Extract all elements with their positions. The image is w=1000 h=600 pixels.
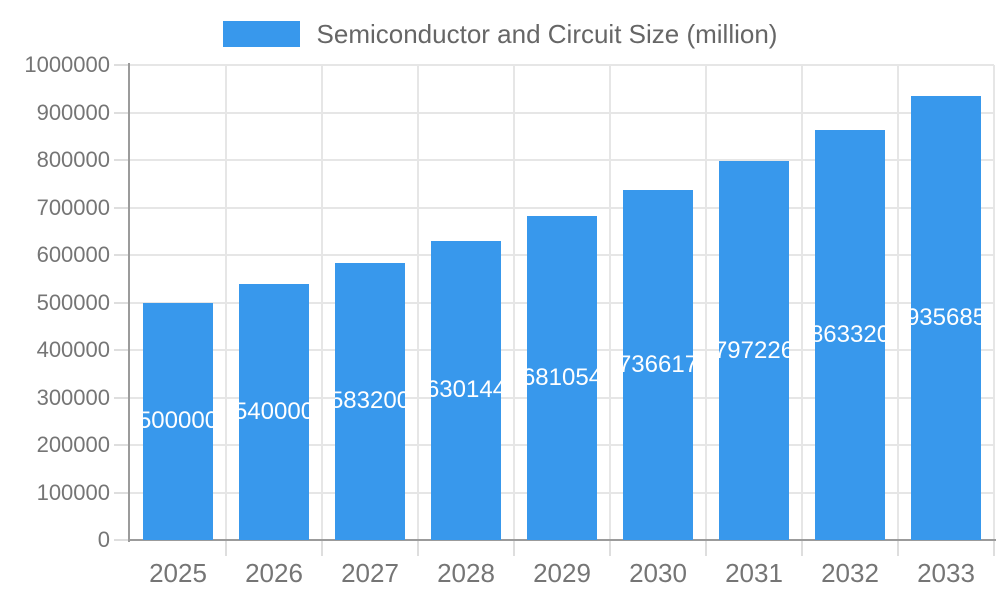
y-axis-label: 0 xyxy=(97,527,110,552)
x-axis-tick xyxy=(993,541,995,556)
v-gridline xyxy=(705,65,707,540)
bar-value-label: 797226 xyxy=(719,336,789,364)
legend-swatch xyxy=(222,21,300,47)
chart-legend[interactable]: Semiconductor and Circuit Size (million) xyxy=(0,16,1000,52)
x-axis-tick xyxy=(225,541,227,556)
x-axis-tick xyxy=(609,541,611,556)
y-axis-tick xyxy=(114,254,128,256)
x-axis-tick xyxy=(321,541,323,556)
x-axis-label: 2032 xyxy=(821,558,879,588)
y-axis-tick xyxy=(114,111,128,114)
x-axis-tick xyxy=(801,541,803,556)
x-axis-label: 2028 xyxy=(437,558,495,588)
x-axis-label: 2027 xyxy=(341,558,399,588)
x-axis-label: 2029 xyxy=(533,558,591,588)
y-axis-tick xyxy=(114,349,128,351)
y-axis-tick xyxy=(114,159,128,161)
bar-2027[interactable]: 583200 xyxy=(335,262,405,540)
x-axis-tick xyxy=(513,541,515,556)
x-axis-line xyxy=(128,539,996,541)
y-axis-label: 800000 xyxy=(36,147,110,172)
y-axis-label: 700000 xyxy=(36,194,110,220)
bar-value-label: 500000 xyxy=(143,407,213,435)
bar-value-label: 736617 xyxy=(623,351,693,379)
x-axis-tick xyxy=(897,541,899,556)
h-gridline xyxy=(130,159,994,161)
h-gridline xyxy=(130,111,994,114)
bar-2033[interactable]: 935685 xyxy=(911,95,981,540)
x-axis-tick xyxy=(705,541,707,556)
y-axis-line xyxy=(128,63,130,542)
y-axis-label: 1000000 xyxy=(24,52,110,77)
v-gridline xyxy=(513,65,515,540)
x-axis-tick xyxy=(417,541,419,556)
bar-value-label: 583200 xyxy=(335,387,405,415)
h-gridline xyxy=(130,64,994,66)
y-axis-tick xyxy=(114,491,128,494)
bar-2030[interactable]: 736617 xyxy=(623,190,693,540)
bar-2029[interactable]: 681054 xyxy=(527,216,597,540)
v-gridline xyxy=(897,65,899,540)
x-axis-label: 2025 xyxy=(149,558,207,588)
x-axis-label: 2026 xyxy=(245,558,303,588)
y-axis-label: 600000 xyxy=(36,242,110,267)
y-axis-tick xyxy=(114,444,128,446)
bar-2026[interactable]: 540000 xyxy=(239,283,309,540)
bar-2028[interactable]: 630144 xyxy=(431,240,501,540)
bar-2032[interactable]: 863320 xyxy=(815,129,885,540)
v-gridline xyxy=(225,65,227,540)
v-gridline xyxy=(993,65,995,540)
y-axis-tick xyxy=(114,539,128,541)
bar-2025[interactable]: 500000 xyxy=(143,302,213,540)
y-axis-label: 900000 xyxy=(36,99,110,125)
x-axis-label: 2033 xyxy=(917,558,975,588)
y-axis-label: 400000 xyxy=(36,337,110,362)
bar-value-label: 935685 xyxy=(911,303,981,331)
v-gridline xyxy=(321,65,323,540)
bar-value-label: 681054 xyxy=(527,364,597,392)
v-gridline xyxy=(417,65,419,540)
bar-value-label: 540000 xyxy=(239,397,309,425)
y-axis-tick xyxy=(114,64,128,66)
x-axis-label: 2031 xyxy=(725,558,783,588)
v-gridline xyxy=(801,65,803,540)
x-axis-label: 2030 xyxy=(629,558,687,588)
h-gridline xyxy=(130,206,994,209)
y-axis-label: 500000 xyxy=(36,289,110,315)
y-axis-tick xyxy=(114,206,128,209)
bar-value-label: 630144 xyxy=(431,376,501,404)
y-axis-tick xyxy=(114,301,128,304)
y-axis-tick xyxy=(114,396,128,399)
bar-value-label: 863320 xyxy=(815,320,885,348)
y-axis-label: 200000 xyxy=(36,432,110,457)
y-axis-label: 300000 xyxy=(36,384,110,410)
v-gridline xyxy=(609,65,611,540)
legend-label: Semiconductor and Circuit Size (million) xyxy=(316,18,778,49)
bar-2031[interactable]: 797226 xyxy=(719,161,789,540)
y-axis-label: 100000 xyxy=(36,479,110,505)
